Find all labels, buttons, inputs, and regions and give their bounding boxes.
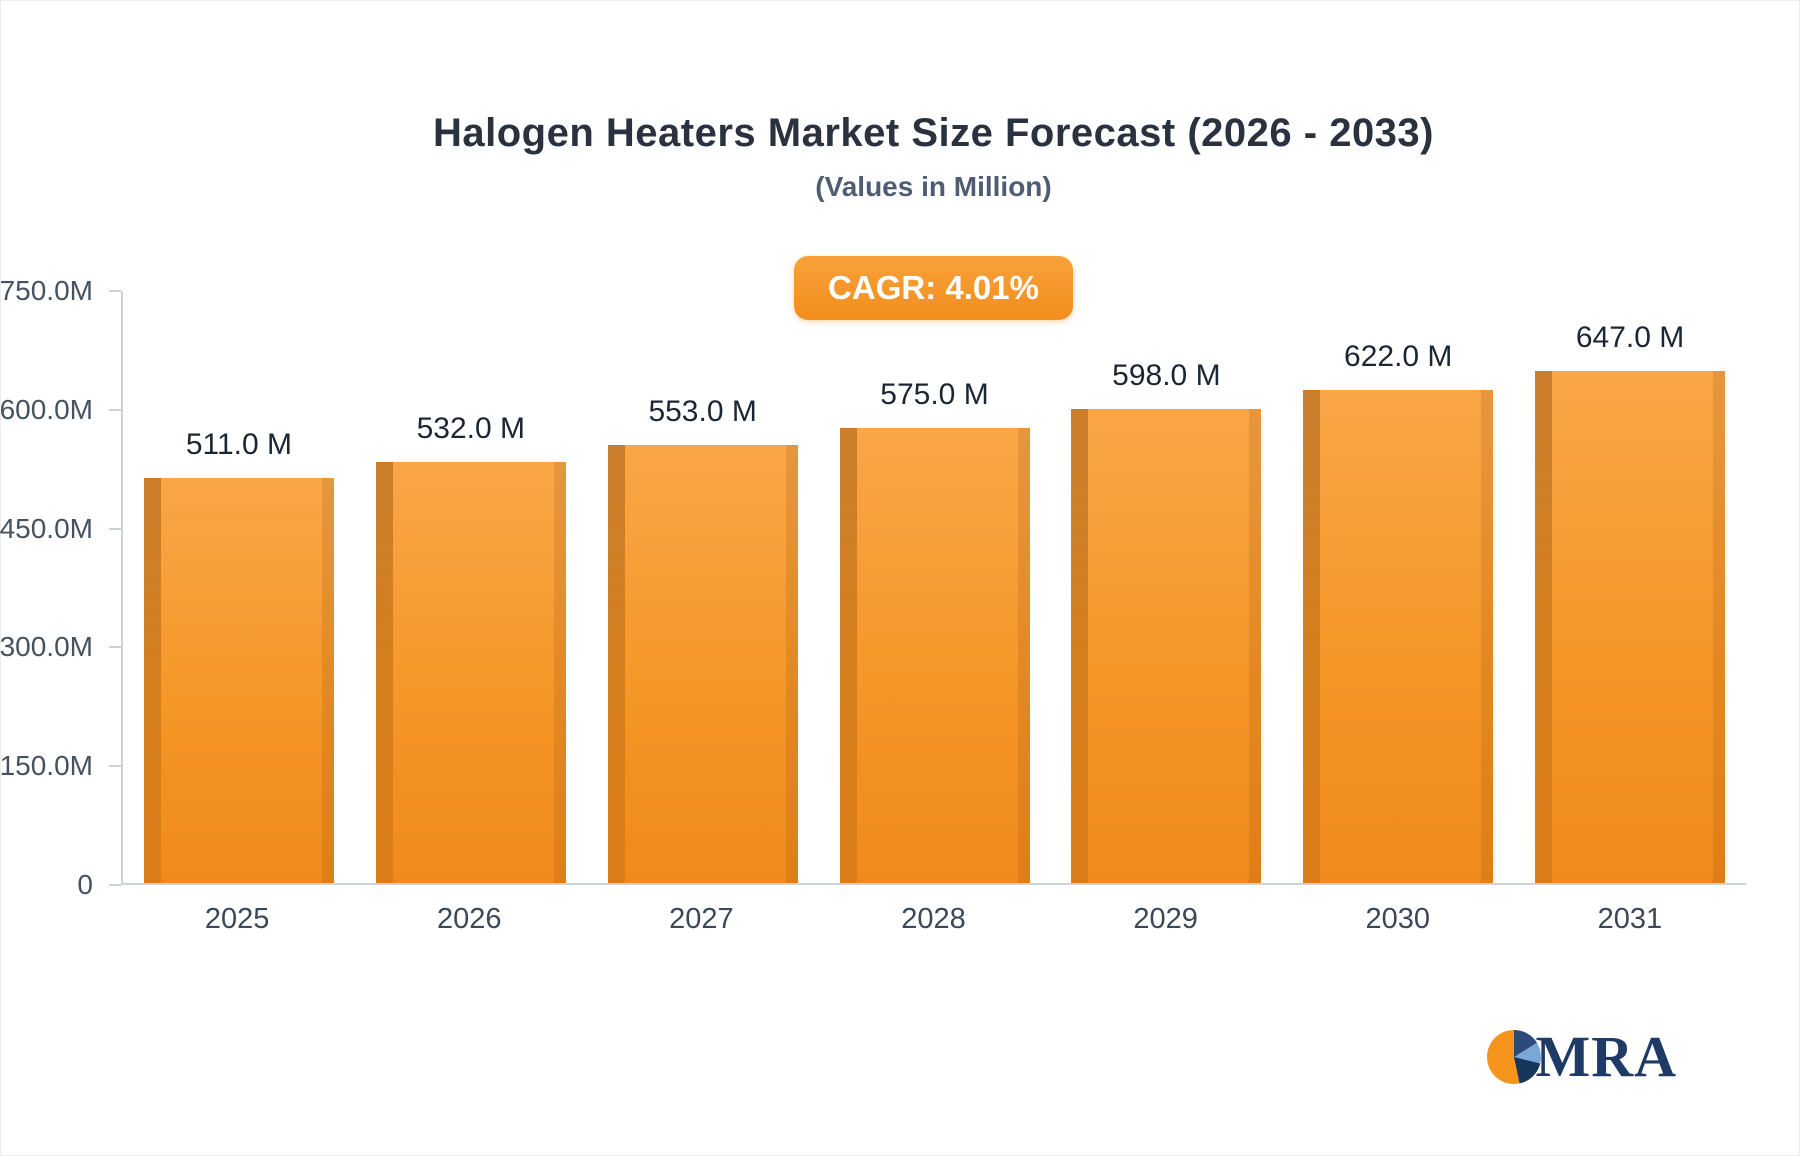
x-axis-label-2026: 2026 [436, 903, 502, 935]
cagr-badge-row: CAGR: 4.01% [121, 256, 1746, 320]
y-axis-label: 450.0M [0, 512, 93, 544]
bar-slot-2027: 553.0 M [587, 291, 819, 883]
y-axis-label: 150.0M [0, 750, 93, 782]
mra-logo: MRA [1487, 1023, 1677, 1090]
bar-2030 [1303, 390, 1494, 883]
bar-value-label: 532.0 M [416, 411, 525, 445]
y-axis-tick [109, 527, 121, 530]
x-axis-label-2027: 2027 [669, 903, 734, 935]
bar-value-label: 622.0 M [1344, 340, 1453, 374]
bar-slot-2028: 575.0 M [819, 291, 1051, 884]
y-axis-tick [109, 884, 121, 886]
y-axis-tick [109, 408, 121, 411]
bar-slot-2026: 532.0 M [355, 291, 587, 884]
bar-value-label: 647.0 M [1575, 320, 1685, 354]
y-axis-label: 0 [77, 869, 93, 900]
bar-2031 [1535, 370, 1726, 884]
y-axis-label: 300.0M [0, 631, 93, 663]
y-axis-label: 600.0M [0, 393, 93, 425]
mra-logo-pie-icon [1487, 1029, 1542, 1084]
y-axis-label: 750.0M [0, 275, 93, 306]
bar-value-label: 598.0 M [1112, 359, 1221, 393]
plot-area: 511.0 M 532.0 M 553.0 M 575.0 M 598.0 M 622.0… [109, 290, 1746, 886]
bar-2029 [1071, 409, 1262, 883]
bar-value-label: 575.0 M [880, 377, 989, 411]
y-axis-tick [109, 290, 121, 292]
chart-title: Halogen Heaters Market Size Forecast (20… [433, 111, 1434, 155]
x-axis-label-2028: 2028 [901, 903, 966, 935]
y-axis-tick [109, 765, 121, 768]
cagr-badge: CAGR: 4.01% [794, 256, 1073, 320]
bar-2027 [607, 445, 798, 883]
bar-2025 [143, 478, 334, 883]
bar-slot-2029: 598.0 M [1050, 291, 1282, 883]
x-axis-label-2029: 2029 [1133, 903, 1198, 935]
chart-subtitle: (Values in Million) [815, 171, 1052, 202]
x-axis-label-2030: 2030 [1365, 903, 1431, 935]
bar-2028 [839, 427, 1030, 884]
bar-slot-2030: 622.0 M [1282, 291, 1514, 883]
x-axis-label-2025: 2025 [204, 903, 270, 935]
x-axis-labels: 2025 2026 2027 2028 2029 2030 2031 [121, 903, 1746, 936]
y-axis-labels: 750.0M 600.0M 450.0M 300.0M 150.0M 0 [0, 275, 105, 900]
y-axis-tick [109, 646, 121, 649]
mra-logo-text: MRA [1535, 1024, 1677, 1089]
bar-value-label: 553.0 M [648, 395, 757, 429]
bar-2026 [375, 461, 566, 884]
bar-slot-2031: 647.0 M [1514, 291, 1746, 884]
bar-slot-2025: 511.0 M [123, 291, 355, 883]
bar-value-label: 511.0 M [185, 428, 293, 462]
x-axis-label-2031: 2031 [1597, 903, 1663, 935]
